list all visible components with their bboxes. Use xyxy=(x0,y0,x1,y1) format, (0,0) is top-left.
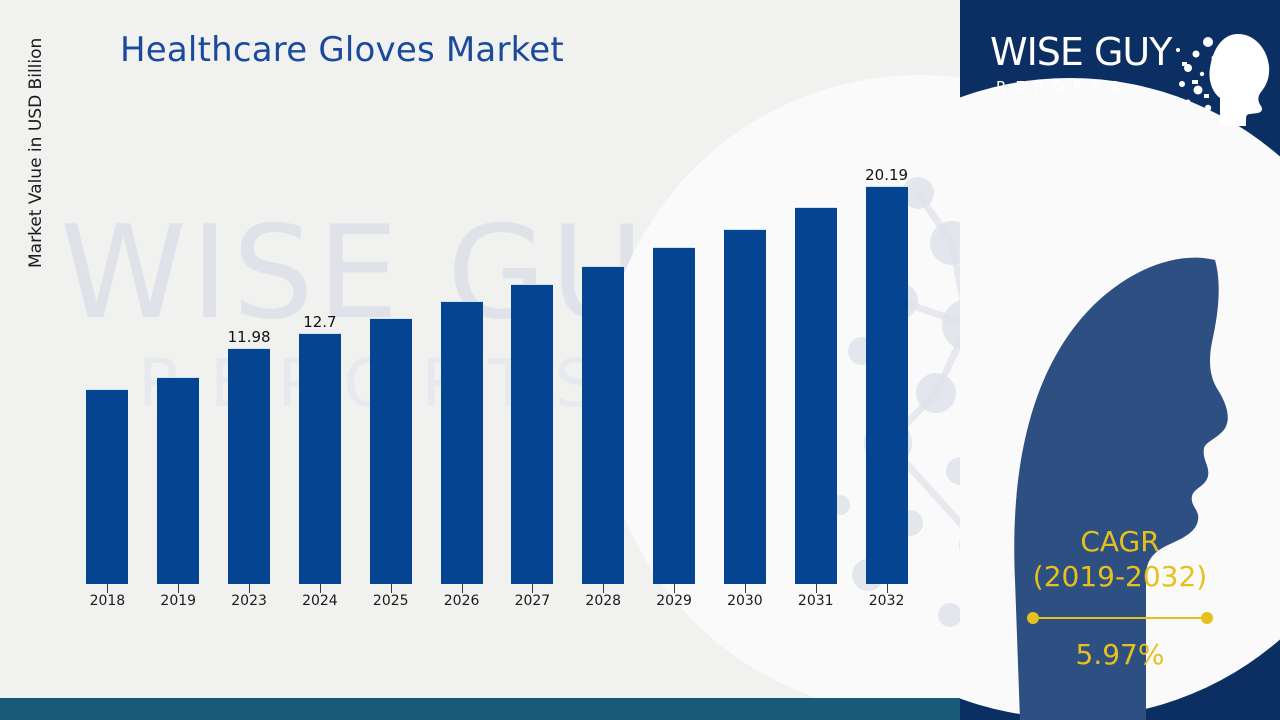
bar-2031 xyxy=(794,204,837,584)
bar-rect-2025 xyxy=(369,318,412,584)
x-tick-2018 xyxy=(107,584,109,593)
bar-2023: 11.98 xyxy=(227,328,271,584)
head-profile-silhouette xyxy=(1014,257,1228,720)
x-tick-2025 xyxy=(390,584,392,593)
cagr-title: CAGR xyxy=(1080,525,1160,559)
bar-rect-2023 xyxy=(228,348,271,584)
bar-2032: 20.19 xyxy=(865,166,909,584)
logo-wordmark: WISE GUY xyxy=(990,30,1172,74)
divider-dot-right xyxy=(1201,612,1213,625)
bar-rect-2018 xyxy=(86,389,129,584)
x-axis-label-2031: 2031 xyxy=(797,593,834,609)
bar-rect-2030 xyxy=(723,229,766,584)
x-axis-label-2026: 2026 xyxy=(443,593,480,609)
bar-2025 xyxy=(369,315,412,584)
brand-logo: WISE GUY REPORTS xyxy=(990,30,1270,126)
x-axis-label-2019: 2019 xyxy=(160,593,197,609)
bar-2027 xyxy=(511,281,554,584)
x-tick-2029 xyxy=(674,584,676,593)
x-tick-2030 xyxy=(744,584,746,593)
bar-rect-2031 xyxy=(794,207,837,584)
logo-subtitle: REPORTS xyxy=(996,78,1128,96)
bar-rect-2027 xyxy=(511,284,554,584)
brand-panel: WISE GUY REPORTS CAGR (2019-2032) xyxy=(960,0,1280,720)
x-axis-label-2027: 2027 xyxy=(514,593,551,609)
x-tick-2019 xyxy=(178,584,180,593)
x-axis-label-2023: 2023 xyxy=(231,593,267,609)
y-axis-label: Market Value in USD Billion xyxy=(26,37,46,268)
x-axis-label-2029: 2029 xyxy=(656,593,692,609)
bottom-accent-strip xyxy=(0,698,962,720)
bar-value-label-2023: 11.98 xyxy=(227,328,271,346)
divider-line xyxy=(1033,617,1207,620)
bar-rect-2026 xyxy=(440,301,483,584)
x-tick-2031 xyxy=(815,584,817,593)
bar-2026 xyxy=(440,298,483,584)
x-axis: 2018 2019 2023 2024 2025 2026 2027 2028 2029 2030… xyxy=(72,0,922,720)
x-axis-label-2030: 2030 xyxy=(727,593,763,609)
cagr-value: 5.97% xyxy=(1075,638,1165,672)
x-tick-2032 xyxy=(886,584,888,593)
x-axis-label-2024: 2024 xyxy=(302,593,338,609)
bar-rect-2028 xyxy=(582,266,625,584)
bar-rect-2029 xyxy=(653,247,696,584)
page-title: Healthcare Gloves Market xyxy=(120,30,564,70)
x-tick-2026 xyxy=(461,584,463,593)
x-axis-label-2025: 2025 xyxy=(372,593,409,609)
cagr-block: CAGR (2019-2032) 5.97% xyxy=(960,524,1280,672)
cagr-range: (2019-2032) xyxy=(1032,560,1208,594)
bar-rect-2032 xyxy=(865,186,908,584)
bar-2029 xyxy=(653,244,696,584)
chart-panel: WISE GUY REPORTS xyxy=(0,0,962,720)
bar-2030 xyxy=(723,226,766,584)
cagr-divider xyxy=(1027,612,1213,625)
plot-area: 11.98 12.7 20.19 xyxy=(72,150,922,584)
bar-rect-2019 xyxy=(157,377,200,584)
x-tick-2027 xyxy=(532,584,534,593)
bar-rect-2024 xyxy=(298,333,341,584)
bar-2024: 12.7 xyxy=(298,313,341,584)
x-axis-label-2028: 2028 xyxy=(585,593,622,609)
x-axis-label-2018: 2018 xyxy=(89,593,126,609)
logo-head-icon xyxy=(1176,34,1270,126)
bar-value-label-2032: 20.19 xyxy=(865,166,909,184)
x-axis-label-2032: 2032 xyxy=(868,593,905,609)
x-tick-2028 xyxy=(603,584,605,593)
x-tick-2023 xyxy=(249,584,251,593)
bar-2018 xyxy=(86,386,129,584)
bar-value-label-2024: 12.7 xyxy=(303,313,337,331)
bar-2028 xyxy=(582,263,625,584)
bar-2019 xyxy=(157,374,200,584)
x-tick-2024 xyxy=(319,584,321,593)
